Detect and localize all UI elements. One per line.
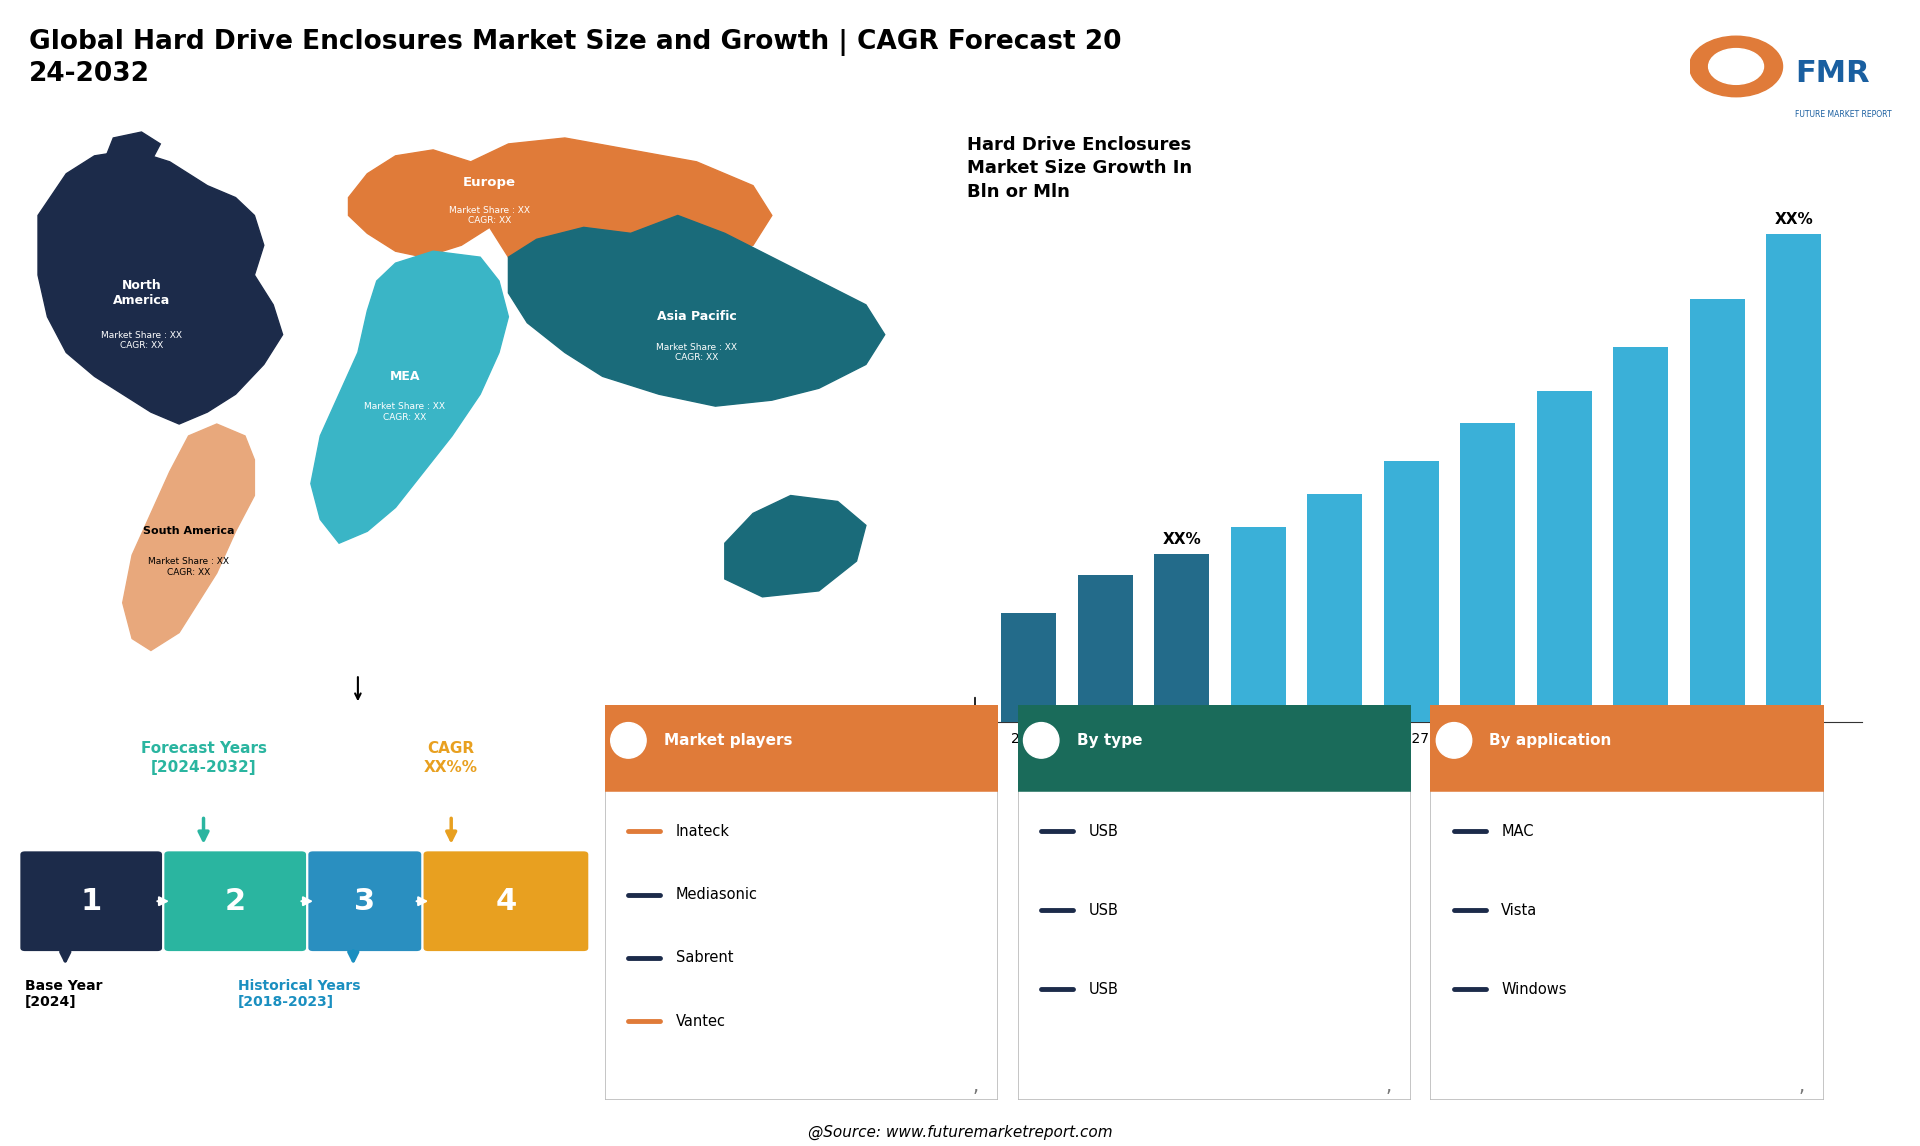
- Text: FUTURE MARKET REPORT: FUTURE MARKET REPORT: [1795, 110, 1891, 119]
- Polygon shape: [311, 251, 509, 543]
- Bar: [1690, 299, 1745, 722]
- Polygon shape: [348, 150, 509, 257]
- Bar: [1536, 391, 1592, 722]
- Text: 4: 4: [495, 887, 516, 916]
- Text: Vista: Vista: [1501, 903, 1538, 918]
- Text: Market Share : XX
CAGR: XX: Market Share : XX CAGR: XX: [365, 402, 445, 422]
- Text: South America: South America: [142, 526, 234, 536]
- Text: North
America: North America: [113, 278, 171, 307]
- Text: FMR: FMR: [1795, 58, 1870, 88]
- FancyBboxPatch shape: [1415, 689, 1839, 792]
- Text: Global Hard Drive Enclosures Market Size and Growth | CAGR Forecast 20
24-2032: Global Hard Drive Enclosures Market Size…: [29, 29, 1121, 87]
- Text: Market Share : XX
CAGR: XX: Market Share : XX CAGR: XX: [449, 206, 530, 225]
- Text: XX%: XX%: [1162, 532, 1202, 548]
- Text: Hard Drive Enclosures
Market Size Growth In
Bln or Mln: Hard Drive Enclosures Market Size Growth…: [968, 136, 1192, 201]
- FancyBboxPatch shape: [605, 784, 998, 1100]
- Bar: [1308, 494, 1361, 722]
- Polygon shape: [509, 215, 885, 406]
- Text: ,: ,: [973, 1077, 979, 1097]
- Text: Historical Years
[2018-2023]: Historical Years [2018-2023]: [238, 979, 361, 1010]
- Text: Market Share : XX
CAGR: XX: Market Share : XX CAGR: XX: [102, 331, 182, 351]
- Circle shape: [1436, 723, 1473, 759]
- Bar: [1384, 462, 1438, 722]
- Text: Forecast Years
[2024-2032]: Forecast Years [2024-2032]: [140, 741, 267, 775]
- Text: Base Year
[2024]: Base Year [2024]: [25, 979, 102, 1010]
- FancyBboxPatch shape: [1002, 689, 1427, 792]
- Text: Mediasonic: Mediasonic: [676, 887, 758, 902]
- Text: 3: 3: [353, 887, 376, 916]
- Text: MAC: MAC: [1501, 824, 1534, 839]
- Text: Market Share : XX
CAGR: XX: Market Share : XX CAGR: XX: [657, 343, 737, 362]
- Text: Asia Pacific: Asia Pacific: [657, 311, 737, 323]
- Text: Windows: Windows: [1501, 982, 1567, 997]
- Polygon shape: [104, 132, 159, 162]
- Circle shape: [1709, 48, 1763, 85]
- FancyBboxPatch shape: [1430, 784, 1824, 1100]
- Text: By application: By application: [1490, 733, 1611, 748]
- Text: MEA: MEA: [390, 370, 420, 383]
- FancyBboxPatch shape: [1018, 784, 1411, 1100]
- FancyBboxPatch shape: [424, 851, 588, 951]
- Circle shape: [1690, 37, 1782, 96]
- Text: Sabrent: Sabrent: [676, 950, 733, 965]
- Text: Market players: Market players: [664, 733, 793, 748]
- FancyBboxPatch shape: [309, 851, 420, 951]
- Bar: [1461, 424, 1515, 722]
- Polygon shape: [726, 495, 866, 597]
- Text: 1: 1: [81, 887, 102, 916]
- Text: CAGR
XX%%: CAGR XX%%: [424, 741, 478, 775]
- Text: By type: By type: [1077, 733, 1142, 748]
- Text: XX%: XX%: [1774, 212, 1812, 227]
- Text: Market Share : XX
CAGR: XX: Market Share : XX CAGR: XX: [148, 557, 228, 576]
- Bar: [1000, 613, 1056, 722]
- Text: Vantec: Vantec: [676, 1013, 726, 1029]
- Bar: [1766, 234, 1822, 722]
- Polygon shape: [38, 150, 282, 424]
- FancyBboxPatch shape: [589, 689, 1014, 792]
- FancyBboxPatch shape: [21, 851, 161, 951]
- Text: USB: USB: [1089, 903, 1117, 918]
- Circle shape: [611, 723, 647, 759]
- FancyBboxPatch shape: [165, 851, 305, 951]
- Text: ,: ,: [1799, 1077, 1805, 1097]
- Text: USB: USB: [1089, 982, 1117, 997]
- Polygon shape: [123, 424, 253, 651]
- Bar: [1077, 575, 1133, 722]
- Bar: [1613, 347, 1668, 722]
- Text: USB: USB: [1089, 824, 1117, 839]
- Text: 2: 2: [225, 887, 246, 916]
- Circle shape: [1023, 723, 1060, 759]
- Text: Inateck: Inateck: [676, 824, 730, 839]
- Bar: [1231, 527, 1286, 722]
- Bar: [1154, 554, 1210, 722]
- Text: ,: ,: [1386, 1077, 1392, 1097]
- Text: @Source: www.futuremarketreport.com: @Source: www.futuremarketreport.com: [808, 1125, 1112, 1140]
- Text: Europe: Europe: [463, 176, 516, 189]
- Polygon shape: [470, 138, 772, 275]
